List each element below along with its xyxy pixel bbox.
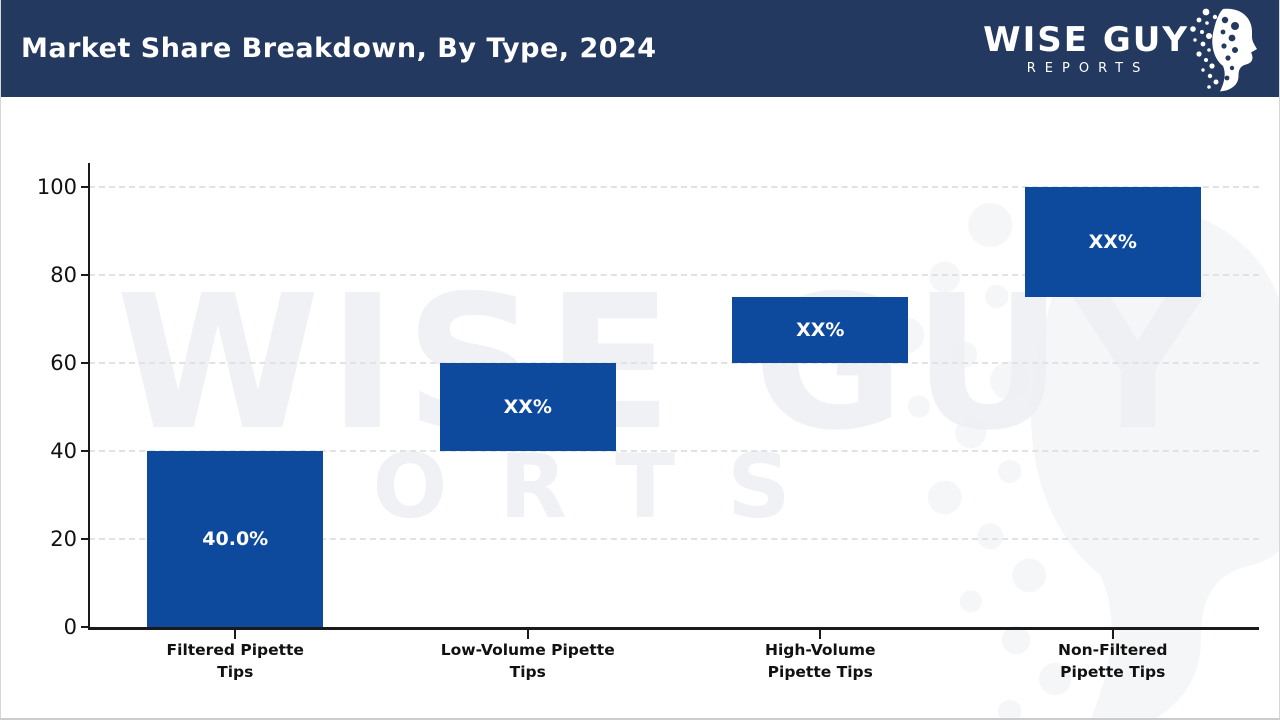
logo-text: WISE GUY REPORTS <box>983 23 1189 75</box>
logo-reports-label: REPORTS <box>1026 60 1150 76</box>
gridline <box>89 538 1259 540</box>
x-category-label: Low-Volume Pipette Tips <box>440 641 615 681</box>
bar <box>732 297 909 363</box>
y-tick <box>81 450 89 452</box>
x-tick <box>234 630 237 639</box>
bar <box>1024 187 1201 297</box>
x-tick <box>526 630 529 639</box>
y-tick <box>81 274 89 276</box>
y-axis <box>88 163 90 630</box>
gridline <box>89 362 1259 364</box>
logo-wiseguy-label: WISE GUY <box>983 19 1189 60</box>
x-tick <box>819 630 822 639</box>
y-tick-label: 80 <box>50 263 77 287</box>
gridline <box>89 186 1259 188</box>
y-tick <box>81 626 89 628</box>
bar-value-label: XX% <box>796 319 845 341</box>
y-tick-label: 20 <box>50 527 77 551</box>
header-bar: Market Share Breakdown, By Type, 2024 WI… <box>1 0 1279 97</box>
x-category-label: High-Volume Pipette Tips <box>764 641 876 681</box>
bar-value-label: XX% <box>1088 231 1137 253</box>
watermark-reports-text: PORTS <box>256 435 843 538</box>
page-title: Market Share Breakdown, By Type, 2024 <box>21 33 657 64</box>
y-tick-label: 60 <box>50 351 77 375</box>
y-tick <box>81 538 89 540</box>
bar <box>439 363 616 451</box>
y-tick <box>81 362 89 364</box>
x-category-label: Non-Filtered Pipette Tips <box>1058 641 1168 681</box>
x-tick <box>1111 630 1114 639</box>
bar-value-label: 40.0% <box>202 528 269 550</box>
gridline <box>89 274 1259 276</box>
y-tick-label: 0 <box>63 615 77 639</box>
gridline <box>89 450 1259 452</box>
y-tick-label: 40 <box>50 439 77 463</box>
bar <box>147 451 324 627</box>
bar-value-label: XX% <box>503 396 552 418</box>
y-tick <box>81 186 89 188</box>
wiseguy-logo: WISE GUY REPORTS <box>983 6 1259 92</box>
y-tick-label: 100 <box>36 175 77 199</box>
x-category-label: Filtered Pipette Tips <box>166 641 304 681</box>
x-axis <box>88 627 1259 630</box>
